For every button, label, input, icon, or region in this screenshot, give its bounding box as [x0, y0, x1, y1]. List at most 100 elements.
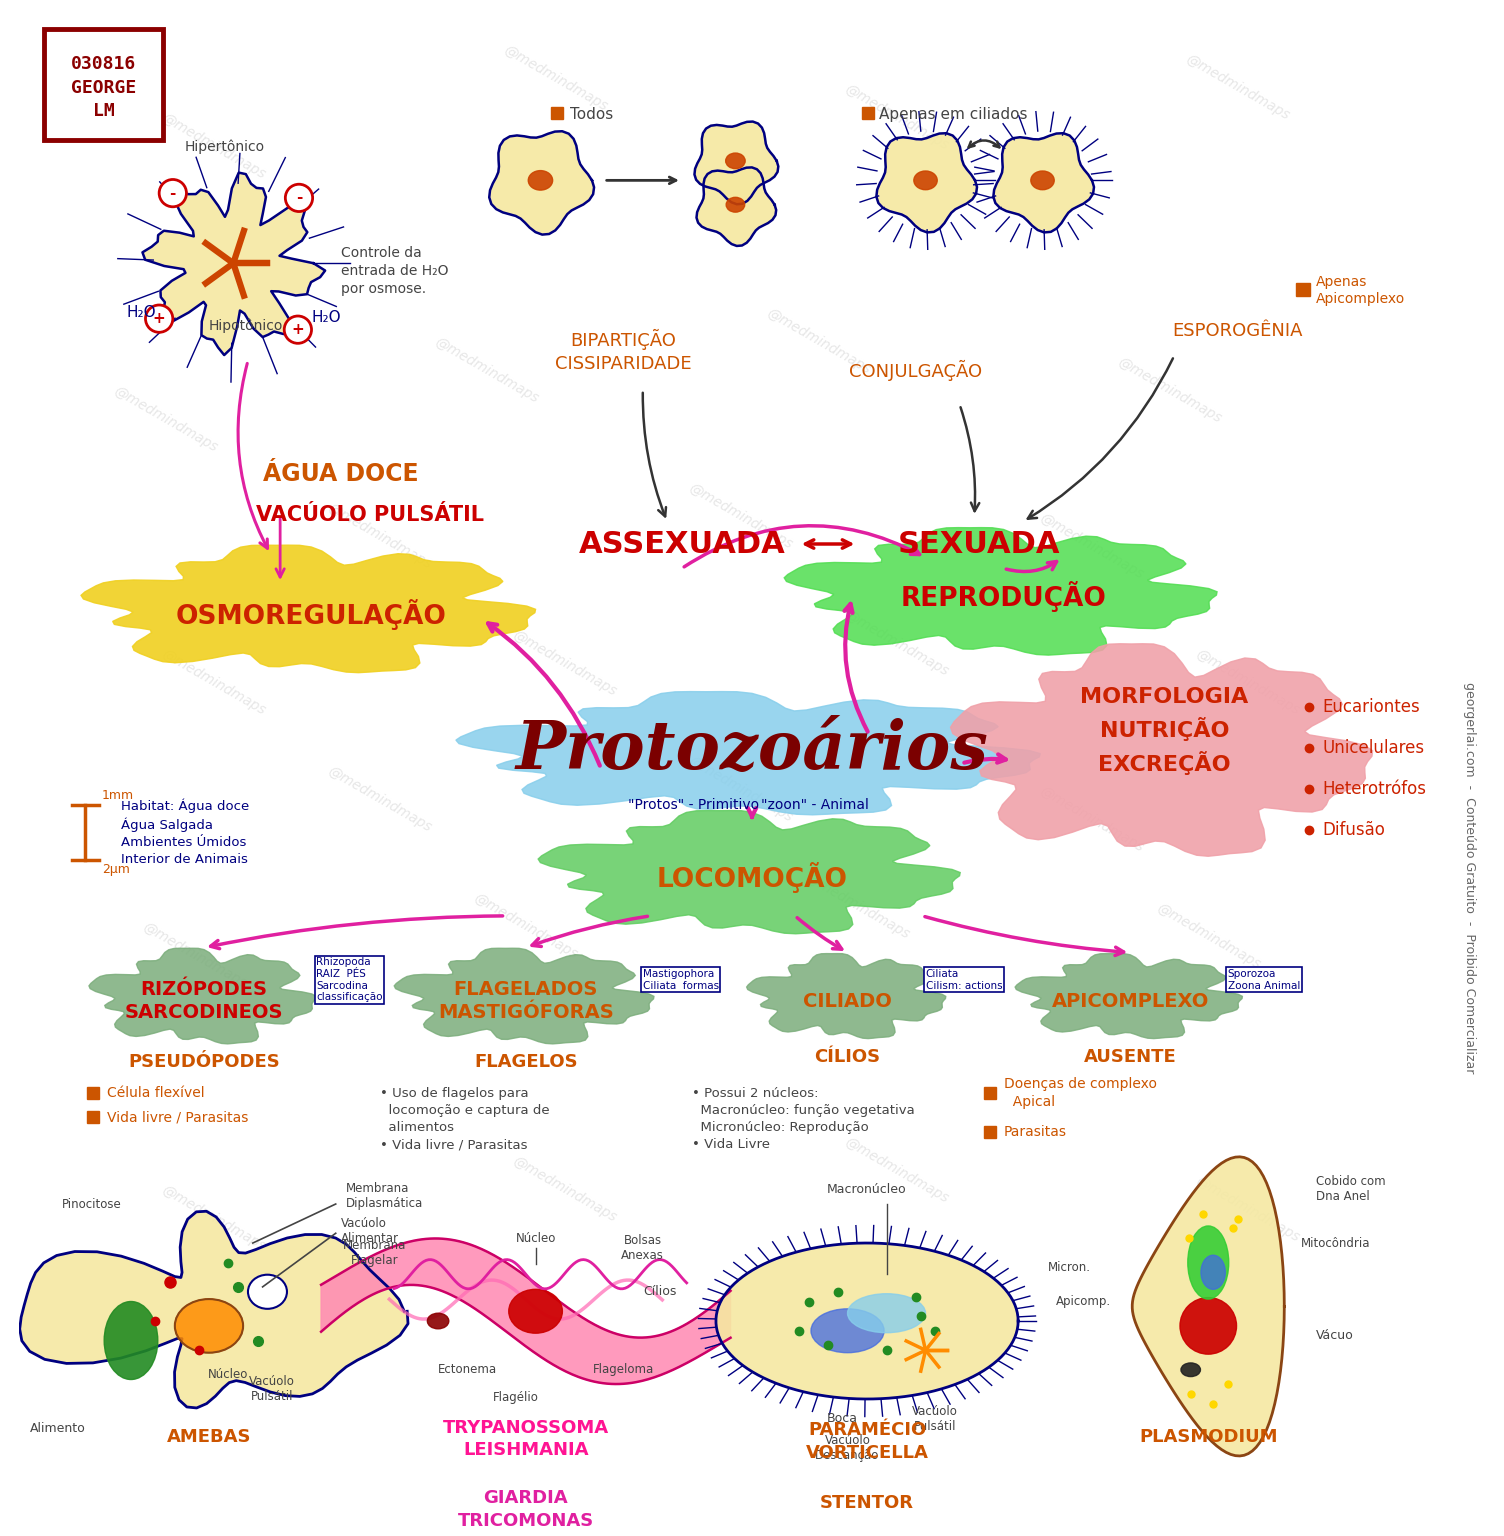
Text: Doenças de complexo
  Apical: Doenças de complexo Apical — [1003, 1077, 1157, 1109]
Text: Pinocitose: Pinocitose — [62, 1198, 122, 1210]
Text: LOCOMOÇÃO: LOCOMOÇÃO — [657, 862, 847, 892]
Text: @medmindmaps: @medmindmaps — [471, 891, 581, 962]
Ellipse shape — [104, 1301, 158, 1379]
Ellipse shape — [427, 1313, 448, 1329]
Text: @medmindmaps: @medmindmaps — [842, 608, 951, 679]
Text: FLAGELOS: FLAGELOS — [474, 1052, 578, 1071]
Text: Cílios: Cílios — [644, 1286, 677, 1298]
Text: Heterotrófos: Heterotrófos — [1322, 780, 1426, 797]
Text: Vácuo: Vácuo — [1316, 1329, 1354, 1342]
Text: Membrana
Diplasmática: Membrana Diplasmática — [346, 1183, 423, 1210]
Text: Apenas em ciliados: Apenas em ciliados — [878, 106, 1027, 121]
Text: 030816
GEORGE
LM: 030816 GEORGE LM — [71, 55, 137, 120]
Text: @medmindmaps: @medmindmaps — [1114, 355, 1224, 425]
Text: PLASMODIUM: PLASMODIUM — [1139, 1428, 1277, 1447]
Text: Ciliata
Cilism: actions: Ciliata Cilism: actions — [925, 969, 1002, 991]
Text: @medmindmaps: @medmindmaps — [159, 1183, 268, 1253]
Text: Flagélio: Flagélio — [493, 1390, 538, 1404]
Text: ESPOROGÊNIA: ESPOROGÊNIA — [1172, 323, 1302, 341]
Text: 1mm: 1mm — [102, 790, 134, 802]
Bar — [862, 108, 874, 118]
Text: Boca: Boca — [827, 1412, 859, 1425]
Text: Macronúcleo: Macronúcleo — [827, 1183, 907, 1197]
Polygon shape — [81, 545, 535, 673]
Polygon shape — [320, 1238, 731, 1384]
Text: 2μm: 2μm — [102, 863, 129, 876]
Polygon shape — [746, 954, 946, 1038]
Bar — [87, 1112, 99, 1123]
Text: CÍLIOS: CÍLIOS — [815, 1048, 881, 1066]
Text: Vacúolo
Pulsátil: Vacúolo Pulsátil — [913, 1404, 958, 1433]
Text: "Protos" - Primitivo: "Protos" - Primitivo — [629, 799, 760, 813]
Text: Rhizopoda
RAIZ  PÉS
Sarcodina
classificação: Rhizopoda RAIZ PÉS Sarcodina classificaç… — [316, 957, 382, 1001]
Polygon shape — [394, 948, 654, 1044]
Bar — [984, 1126, 996, 1138]
Text: @medmindmaps: @medmindmaps — [842, 1135, 951, 1206]
Text: Habitat: Água doce
Água Salgada
Ambientes Úmidos
Interior de Animais: Habitat: Água doce Água Salgada Ambiente… — [122, 799, 250, 866]
Text: APICOMPLEXO: APICOMPLEXO — [1051, 992, 1209, 1011]
Ellipse shape — [1188, 1226, 1229, 1299]
Text: OSMOREGULAÇÃO: OSMOREGULAÇÃO — [176, 599, 447, 630]
Text: Unicelulares: Unicelulares — [1322, 739, 1424, 757]
Text: • Uso de flagelos para
  locomoção e captura de
  alimentos
• Vida livre / Paras: • Uso de flagelos para locomoção e captu… — [379, 1087, 549, 1150]
Text: AUSENTE: AUSENTE — [1084, 1048, 1176, 1066]
Text: Cobido com
Dna Anel: Cobido com Dna Anel — [1316, 1175, 1385, 1203]
Text: VACÚOLO PULSÁTIL: VACÚOLO PULSÁTIL — [256, 505, 484, 525]
Text: REPRODUÇÃO: REPRODUÇÃO — [901, 581, 1107, 613]
Text: Difusão: Difusão — [1322, 820, 1385, 839]
Text: @medmindmaps: @medmindmaps — [842, 81, 951, 152]
Text: Vacúolo
Descanção: Vacúolo Descanção — [815, 1433, 880, 1462]
Text: Micron.: Micron. — [1047, 1261, 1090, 1273]
Bar — [87, 1087, 99, 1098]
Ellipse shape — [1030, 170, 1054, 190]
Polygon shape — [696, 167, 776, 246]
Text: Vacúolo
Alimentar: Vacúolo Alimentar — [340, 1218, 399, 1246]
Text: Célula flexível: Célula flexível — [107, 1086, 205, 1100]
Polygon shape — [716, 1243, 1018, 1399]
Text: georgerlai.com  -  Conteúdo Gratuito  -  Proibido Comercializar: georgerlai.com - Conteúdo Gratuito - Pro… — [1463, 682, 1475, 1074]
Text: @medmindmaps: @medmindmaps — [501, 43, 609, 114]
Text: FLAGELADOS
MASTIGÓFORAS: FLAGELADOS MASTIGÓFORAS — [438, 980, 614, 1023]
Text: @medmindmaps: @medmindmaps — [510, 1154, 620, 1224]
Bar — [1296, 283, 1310, 296]
Polygon shape — [20, 1212, 408, 1409]
Text: @medmindmaps: @medmindmaps — [111, 384, 220, 455]
Text: Sporozoa
Zoona Animal: Sporozoa Zoona Animal — [1227, 969, 1299, 991]
Circle shape — [159, 180, 186, 207]
Text: -: - — [170, 186, 176, 201]
Text: @medmindmaps: @medmindmaps — [510, 628, 620, 699]
Polygon shape — [538, 811, 960, 934]
Ellipse shape — [811, 1309, 884, 1353]
Text: Bolsas
Anexas: Bolsas Anexas — [621, 1233, 665, 1263]
FancyBboxPatch shape — [44, 29, 162, 140]
Text: "zoon" - Animal: "zoon" - Animal — [761, 799, 869, 813]
Ellipse shape — [726, 197, 744, 212]
Text: Núcleo: Núcleo — [208, 1369, 248, 1381]
Text: GIARDIA
TRICOMONAS: GIARDIA TRICOMONAS — [457, 1467, 594, 1530]
Ellipse shape — [528, 170, 552, 190]
Text: Mitocôndria: Mitocôndria — [1301, 1236, 1370, 1249]
Text: @medmindmaps: @medmindmaps — [159, 111, 268, 181]
Text: CILIADO: CILIADO — [803, 992, 892, 1011]
Polygon shape — [993, 134, 1093, 232]
Text: @medmindmaps: @medmindmaps — [1193, 1174, 1301, 1244]
Text: Eucariontes: Eucariontes — [1322, 697, 1420, 716]
Polygon shape — [1133, 1157, 1284, 1456]
Text: BIPARTIÇÃO
CISSIPARIDADE: BIPARTIÇÃO CISSIPARIDADE — [555, 329, 692, 373]
Text: Flageloma: Flageloma — [593, 1364, 654, 1376]
Polygon shape — [784, 527, 1217, 656]
Bar — [550, 108, 562, 118]
Text: @medmindmaps: @medmindmaps — [686, 481, 794, 551]
Ellipse shape — [174, 1299, 244, 1353]
Text: @medmindmaps: @medmindmaps — [325, 763, 435, 836]
Polygon shape — [877, 134, 978, 232]
Polygon shape — [456, 691, 1041, 814]
Text: RIZÓPODES
SARCODINEOS: RIZÓPODES SARCODINEOS — [125, 980, 283, 1023]
Polygon shape — [695, 121, 779, 204]
Ellipse shape — [1181, 1298, 1236, 1355]
Text: Controle da
entrada de H₂O
por osmose.: Controle da entrada de H₂O por osmose. — [340, 246, 448, 296]
Text: @medmindmaps: @medmindmaps — [686, 754, 794, 825]
Text: PARAMÉCIO
VORTICELLA: PARAMÉCIO VORTICELLA — [806, 1421, 928, 1462]
Ellipse shape — [1181, 1362, 1200, 1376]
Ellipse shape — [914, 170, 937, 190]
